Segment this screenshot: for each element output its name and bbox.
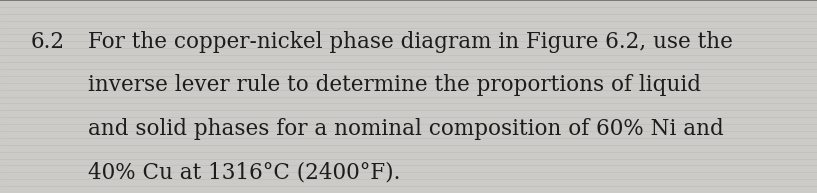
Text: and solid phases for a nominal composition of 60% Ni and: and solid phases for a nominal compositi… — [88, 118, 724, 140]
Text: inverse lever rule to determine the proportions of liquid: inverse lever rule to determine the prop… — [88, 74, 701, 96]
Text: For the copper-nickel phase diagram in Figure 6.2, use the: For the copper-nickel phase diagram in F… — [88, 31, 733, 53]
Text: 40% Cu at 1316°C (2400°F).: 40% Cu at 1316°C (2400°F). — [88, 161, 400, 183]
Text: 6.2: 6.2 — [31, 31, 65, 53]
